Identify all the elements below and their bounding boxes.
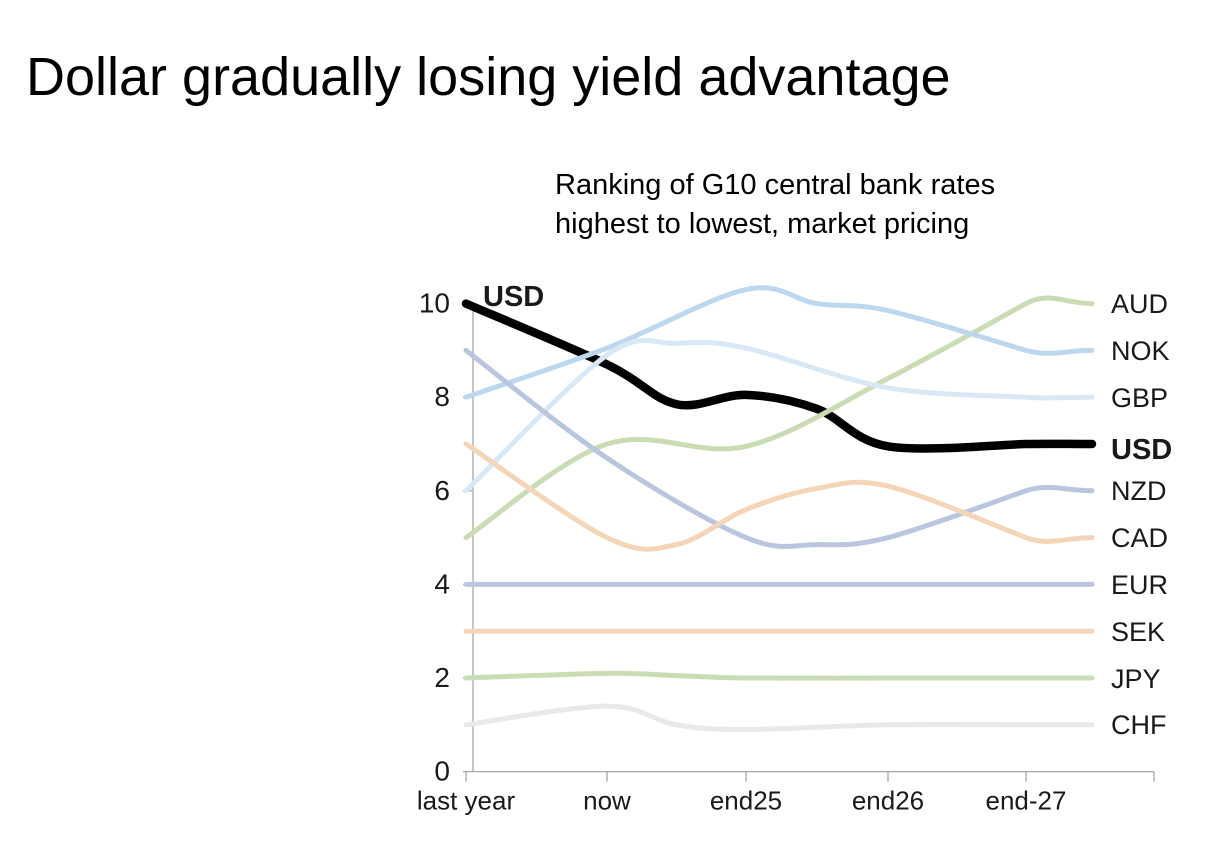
svg-text:0: 0 (434, 756, 450, 787)
svg-text:end26: end26 (852, 786, 924, 816)
svg-text:10: 10 (419, 288, 450, 319)
svg-text:2: 2 (434, 662, 450, 693)
svg-text:JPY: JPY (1111, 664, 1161, 694)
svg-text:SEK: SEK (1111, 617, 1165, 647)
svg-text:6: 6 (434, 475, 450, 506)
svg-text:AUD: AUD (1111, 289, 1168, 319)
svg-text:NZD: NZD (1111, 476, 1167, 506)
svg-text:NOK: NOK (1111, 336, 1170, 366)
svg-text:4: 4 (434, 568, 450, 599)
svg-text:EUR: EUR (1111, 570, 1168, 600)
svg-text:8: 8 (434, 381, 450, 412)
svg-text:USD: USD (1111, 434, 1172, 466)
svg-text:CHF: CHF (1111, 710, 1167, 740)
svg-text:last year: last year (417, 786, 516, 816)
svg-text:CAD: CAD (1111, 523, 1168, 553)
svg-text:end-27: end-27 (986, 786, 1067, 816)
svg-text:end25: end25 (710, 786, 782, 816)
svg-text:GBP: GBP (1111, 383, 1168, 413)
svg-text:now: now (583, 786, 631, 816)
svg-text:USD: USD (483, 281, 544, 313)
